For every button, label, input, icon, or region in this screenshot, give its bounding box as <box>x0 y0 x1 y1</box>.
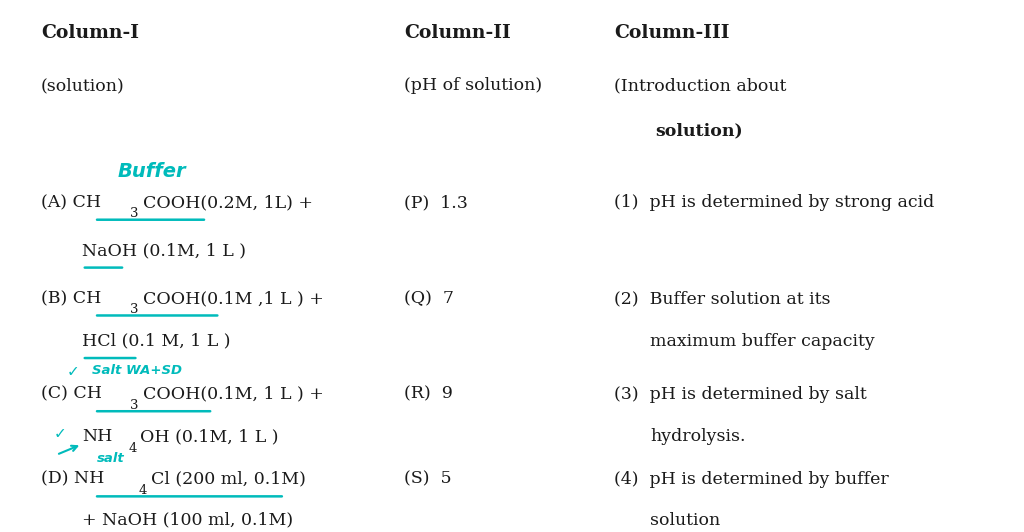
Text: (pH of solution): (pH of solution) <box>404 77 543 94</box>
Text: (3)  pH is determined by salt: (3) pH is determined by salt <box>614 386 867 403</box>
Text: 4: 4 <box>138 484 146 497</box>
Text: 3: 3 <box>130 399 138 412</box>
Text: (2)  Buffer solution at its: (2) Buffer solution at its <box>614 290 830 307</box>
Text: Column-III: Column-III <box>614 24 730 42</box>
Text: 4: 4 <box>129 442 137 454</box>
Text: (P)  1.3: (P) 1.3 <box>404 194 468 211</box>
Text: salt: salt <box>97 452 125 465</box>
Text: NaOH (0.1M, 1 L ): NaOH (0.1M, 1 L ) <box>82 242 246 259</box>
Text: ✓: ✓ <box>67 364 79 379</box>
Text: Column-I: Column-I <box>41 24 139 42</box>
Text: Salt WA+SD: Salt WA+SD <box>92 364 182 377</box>
Text: Buffer: Buffer <box>118 162 186 181</box>
Text: 3: 3 <box>130 303 138 316</box>
Text: solution): solution) <box>655 122 743 139</box>
Text: HCl (0.1 M, 1 L ): HCl (0.1 M, 1 L ) <box>82 332 230 350</box>
Text: (D) NH: (D) NH <box>41 471 104 488</box>
Text: 3: 3 <box>130 207 138 220</box>
Text: COOH(0.1M, 1 L ) +: COOH(0.1M, 1 L ) + <box>143 386 325 403</box>
Text: OH (0.1M, 1 L ): OH (0.1M, 1 L ) <box>140 428 279 445</box>
Text: (A) CH: (A) CH <box>41 194 101 211</box>
Text: (C) CH: (C) CH <box>41 386 102 403</box>
Text: + NaOH (100 ml, 0.1M): + NaOH (100 ml, 0.1M) <box>82 512 293 529</box>
Text: hydrolysis.: hydrolysis. <box>650 428 745 445</box>
Text: (B) CH: (B) CH <box>41 290 101 307</box>
Text: Column-II: Column-II <box>404 24 511 42</box>
Text: solution: solution <box>650 512 721 529</box>
Text: (Q)  7: (Q) 7 <box>404 290 455 307</box>
Text: (Introduction about: (Introduction about <box>614 77 786 94</box>
Text: COOH(0.1M ,1 L ) +: COOH(0.1M ,1 L ) + <box>143 290 325 307</box>
Text: (1)  pH is determined by strong acid: (1) pH is determined by strong acid <box>614 194 935 211</box>
Text: (4)  pH is determined by buffer: (4) pH is determined by buffer <box>614 471 889 488</box>
Text: ✓: ✓ <box>53 426 66 440</box>
Text: NH: NH <box>82 428 113 445</box>
Text: (S)  5: (S) 5 <box>404 471 453 488</box>
Text: (R)  9: (R) 9 <box>404 386 454 403</box>
Text: COOH(0.2M, 1L) +: COOH(0.2M, 1L) + <box>143 194 313 211</box>
Text: Cl (200 ml, 0.1M): Cl (200 ml, 0.1M) <box>151 471 305 488</box>
Text: (solution): (solution) <box>41 77 125 94</box>
Text: maximum buffer capacity: maximum buffer capacity <box>650 332 874 350</box>
